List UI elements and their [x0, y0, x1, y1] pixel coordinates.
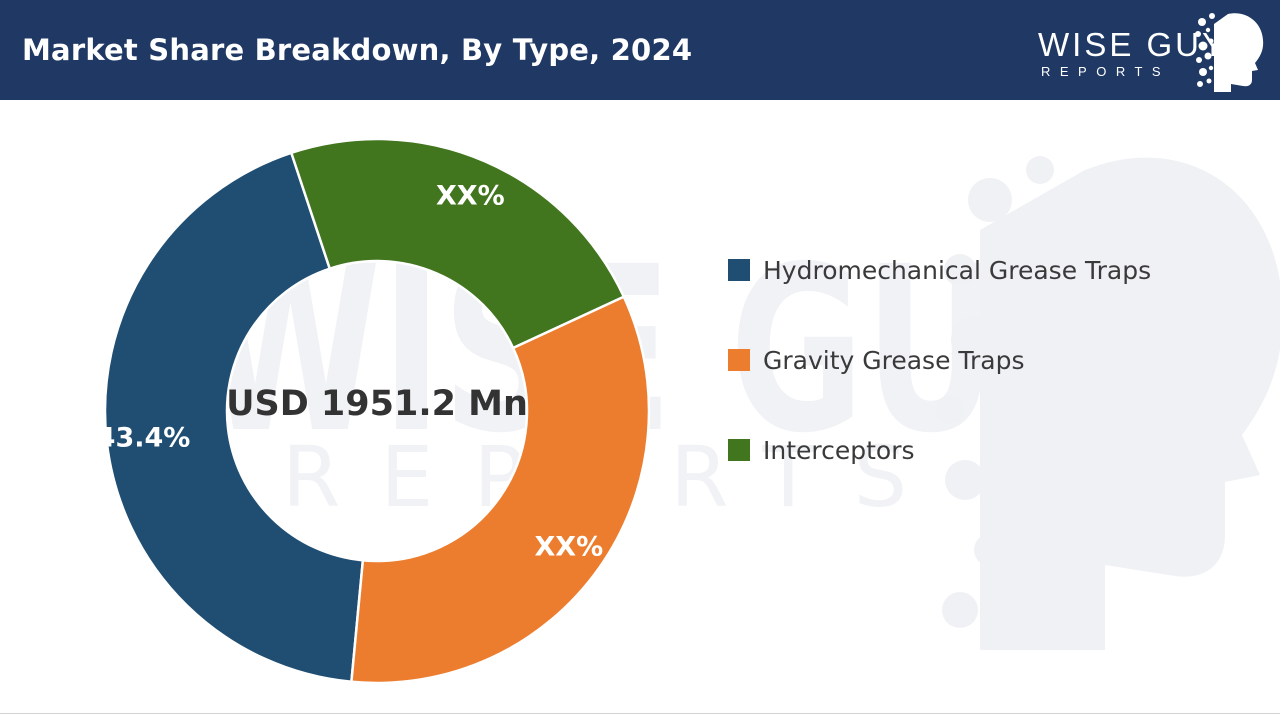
chart-legend: Hydromechanical Grease Traps Gravity Gre…	[728, 254, 1151, 524]
legend-label: Gravity Grease Traps	[763, 345, 1025, 375]
legend-item-hydromechanical: Hydromechanical Grease Traps	[728, 254, 1151, 286]
legend-swatch-blue	[728, 259, 750, 281]
legend-swatch-orange	[728, 349, 750, 371]
chart-center-value: USD 1951.2 Mn	[226, 384, 528, 424]
legend-label: Interceptors	[763, 435, 915, 465]
pie-label: XX%	[436, 180, 505, 211]
brand-logo-text: WISE GUY REPORTS	[1038, 28, 1227, 79]
brand-name: WISE GUY	[1038, 26, 1228, 63]
header-bar: Market Share Breakdown, By Type, 2024 WI…	[0, 0, 1280, 100]
legend-swatch-green	[728, 439, 750, 461]
legend-item-gravity: Gravity Grease Traps	[728, 344, 1151, 376]
brand-face-icon	[1195, 13, 1264, 92]
watermark-face-graphic	[936, 156, 1280, 650]
legend-item-interceptors: Interceptors	[728, 434, 1151, 466]
page-title: Market Share Breakdown, By Type, 2024	[22, 33, 693, 67]
brand-logo: WISE GUY REPORTS	[1016, 6, 1266, 94]
pie-label: 43.4%	[97, 423, 191, 454]
pie-label: XX%	[534, 532, 603, 563]
legend-label: Hydromechanical Grease Traps	[763, 255, 1152, 285]
brand-subname: REPORTS	[1041, 64, 1171, 79]
wedge-hydromechanical-grease-traps	[103, 151, 365, 684]
footer-divider	[0, 713, 1280, 714]
wedge-gravity-grease-traps	[350, 295, 651, 685]
wedge-interceptors	[289, 137, 626, 350]
